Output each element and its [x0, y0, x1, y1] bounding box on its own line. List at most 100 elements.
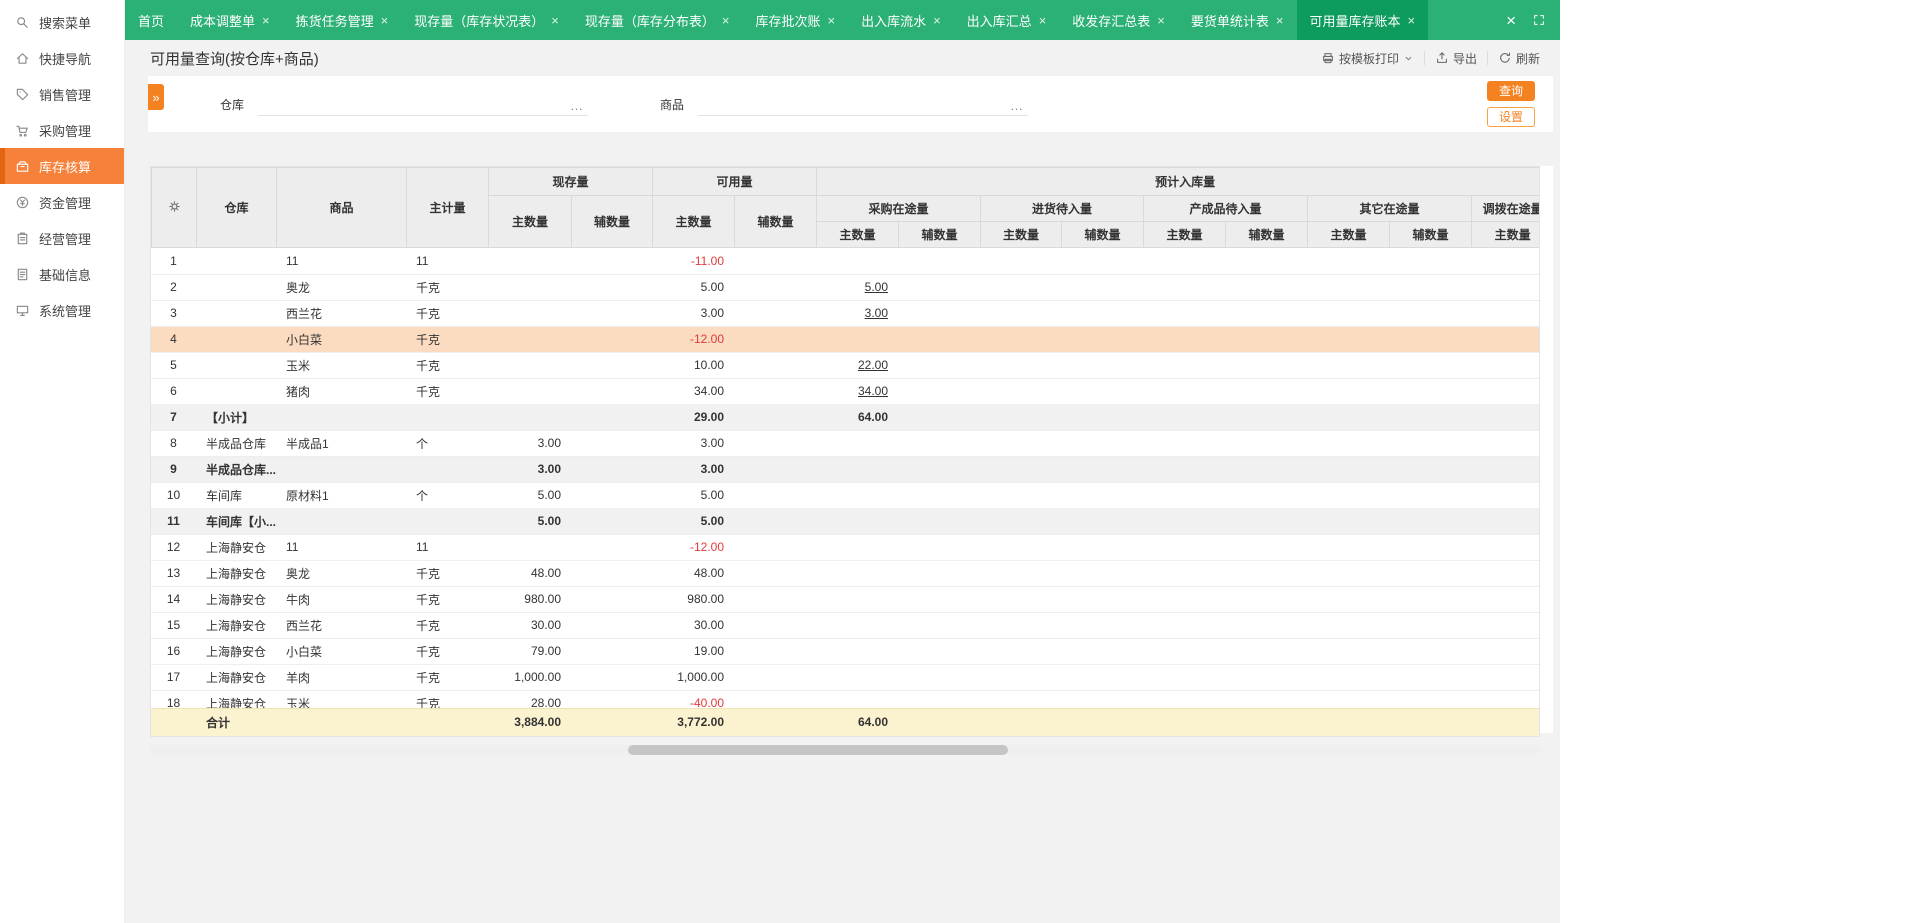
- sidebar-item[interactable]: 系统管理: [0, 292, 124, 328]
- expand-filters-button[interactable]: »: [148, 84, 164, 110]
- cell-purchase-main[interactable]: 34.00: [816, 378, 898, 405]
- cell-purchase-main[interactable]: 22.00: [816, 352, 898, 379]
- sidebar-item[interactable]: 库存核算: [0, 148, 124, 184]
- column-settings-header[interactable]: [151, 167, 197, 248]
- total-label: 合计: [196, 708, 276, 736]
- table-row[interactable]: 13 上海静安仓 奥龙 千克 48.00 48.00: [151, 560, 1539, 587]
- cell-available-main: 5.00: [652, 508, 734, 535]
- tab[interactable]: 成本调整单 ×: [177, 0, 283, 40]
- table-row[interactable]: 11 车间库【小... 5.00 5.00: [151, 508, 1539, 535]
- cell-purchase-main[interactable]: 3.00: [816, 300, 898, 327]
- tab[interactable]: 可用量库存账本 ×: [1296, 0, 1429, 40]
- col-onhand-aux: 辅数量: [570, 195, 654, 248]
- table-row[interactable]: 16 上海静安仓 小白菜 千克 79.00 19.00: [151, 638, 1539, 665]
- table-row[interactable]: 2 奥龙 千克 5.00 5.00: [151, 274, 1539, 301]
- purchase-icon: [15, 123, 30, 138]
- cell-product: 猪肉: [276, 378, 406, 405]
- tab-close-icon[interactable]: ×: [721, 12, 730, 28]
- cell-available-main: 3.00: [652, 430, 734, 457]
- table-row[interactable]: 6 猪肉 千克 34.00 34.00: [151, 378, 1539, 405]
- cell-other-main: [1307, 378, 1389, 405]
- tab[interactable]: 收发存汇总表 ×: [1059, 0, 1178, 40]
- sidebar-item[interactable]: 采购管理: [0, 112, 124, 148]
- table-row[interactable]: 12 上海静安仓 11 11 -12.00: [151, 534, 1539, 561]
- cell-purchase-aux: [898, 612, 980, 639]
- table-row[interactable]: 4 小白菜 千克 -12.00: [151, 326, 1539, 353]
- col-onhand-main: 主数量: [488, 195, 572, 248]
- table-row[interactable]: 10 车间库 原材料1 个 5.00 5.00: [151, 482, 1539, 509]
- print-by-template-button[interactable]: 按模板打印: [1321, 50, 1414, 67]
- close-icon[interactable]: ×: [1506, 10, 1516, 30]
- warehouse-input[interactable]: …: [258, 92, 589, 116]
- tab[interactable]: 出入库汇总 ×: [954, 0, 1060, 40]
- sidebar-item[interactable]: 资金管理: [0, 184, 124, 220]
- sidebar-item[interactable]: 快捷导航: [0, 40, 124, 76]
- printer-icon: [1321, 51, 1335, 65]
- cell-purchase-main: [816, 430, 898, 457]
- query-button[interactable]: 查询: [1487, 81, 1535, 101]
- cell-finished-main: [1143, 508, 1225, 535]
- horizontal-scrollbar-track[interactable]: [150, 744, 1540, 755]
- tab[interactable]: 现存量（库存状况表） ×: [401, 0, 572, 40]
- cell-available-aux: [734, 404, 816, 431]
- cell-onhand-aux: [571, 482, 652, 509]
- col-purchase-aux: 辅数量: [898, 221, 982, 248]
- tab-close-icon[interactable]: ×: [933, 12, 941, 28]
- cell-other-main: [1307, 404, 1389, 431]
- main-area: 首页 成本调整单 × 拣货任务管理 × 现存量（库存状况表） × 现存量（库存分布表） × 库存批…: [125, 0, 1560, 923]
- cell-unit: 个: [406, 430, 488, 457]
- tab-close-icon[interactable]: ×: [1407, 12, 1416, 28]
- table-row[interactable]: 9 半成品仓库... 3.00 3.00: [151, 456, 1539, 483]
- tab[interactable]: 要货单统计表 ×: [1178, 0, 1297, 40]
- cell-other-main: [1307, 456, 1389, 483]
- tab-label: 现存量（库存分布表）: [584, 13, 715, 29]
- tab-close-icon[interactable]: ×: [551, 12, 559, 28]
- sidebar-item[interactable]: 基础信息: [0, 256, 124, 292]
- table-row[interactable]: 8 半成品仓库 半成品1 个 3.00 3.00: [151, 430, 1539, 457]
- cell-warehouse: 上海静安仓: [196, 690, 276, 708]
- cell-incoming-aux: [1061, 560, 1143, 587]
- tab[interactable]: 现存量（库存分布表） ×: [572, 0, 743, 40]
- table-row[interactable]: 5 玉米 千克 10.00 22.00: [151, 352, 1539, 379]
- horizontal-scrollbar-thumb[interactable]: [628, 744, 1008, 755]
- tab[interactable]: 出入库流水 ×: [848, 0, 954, 40]
- sidebar-item[interactable]: 销售管理: [0, 76, 124, 112]
- col-group-available: 可用量: [652, 167, 818, 196]
- tab[interactable]: 首页: [125, 0, 177, 40]
- fullscreen-icon[interactable]: [1532, 13, 1546, 27]
- cell-warehouse: [196, 352, 276, 379]
- table-row[interactable]: 7 【小计】 29.00 64.00: [151, 404, 1539, 431]
- cell-purchase-main: [816, 482, 898, 509]
- export-button[interactable]: 导出: [1435, 50, 1477, 67]
- divider: [1423, 51, 1425, 65]
- cell-finished-aux: [1225, 534, 1307, 561]
- page-header: 可用量查询(按仓库+商品) 按模板打印 导出 刷新: [125, 40, 1560, 76]
- picker-ellipsis-icon[interactable]: …: [1010, 98, 1025, 113]
- cell-onhand-aux: [571, 534, 652, 561]
- table-row[interactable]: 1 11 11 -11.00: [151, 248, 1539, 275]
- cell-finished-main: [1143, 404, 1225, 431]
- tab-close-icon[interactable]: ×: [262, 12, 270, 28]
- tab[interactable]: 库存批次账 ×: [742, 0, 848, 40]
- table-row[interactable]: 17 上海静安仓 羊肉 千克 1,000.00 1,000.00: [151, 664, 1539, 691]
- table-row[interactable]: 3 西兰花 千克 3.00 3.00: [151, 300, 1539, 327]
- tab-close-icon[interactable]: ×: [1157, 12, 1165, 28]
- product-input[interactable]: …: [698, 92, 1029, 116]
- table-row[interactable]: 18 上海静安仓 玉米 千克 28.00 -40.00: [151, 690, 1539, 708]
- divider: [1486, 51, 1488, 65]
- tab-close-icon[interactable]: ×: [827, 12, 836, 28]
- settings-button[interactable]: 设置: [1487, 107, 1535, 127]
- sidebar-item[interactable]: 经营管理: [0, 220, 124, 256]
- tab-close-icon[interactable]: ×: [1038, 12, 1047, 28]
- tab-close-icon[interactable]: ×: [380, 12, 389, 28]
- cell-purchase-main[interactable]: 5.00: [816, 274, 898, 301]
- refresh-button[interactable]: 刷新: [1498, 50, 1540, 67]
- table-row[interactable]: 15 上海静安仓 西兰花 千克 30.00 30.00: [151, 612, 1539, 639]
- picker-ellipsis-icon[interactable]: …: [570, 98, 585, 113]
- gear-icon[interactable]: [168, 200, 181, 213]
- tab[interactable]: 拣货任务管理 ×: [283, 0, 402, 40]
- cell-finished-main: [1143, 274, 1225, 301]
- sidebar-item[interactable]: 搜索菜单: [0, 4, 124, 40]
- tab-close-icon[interactable]: ×: [1275, 12, 1284, 28]
- table-row[interactable]: 14 上海静安仓 牛肉 千克 980.00 980.00: [151, 586, 1539, 613]
